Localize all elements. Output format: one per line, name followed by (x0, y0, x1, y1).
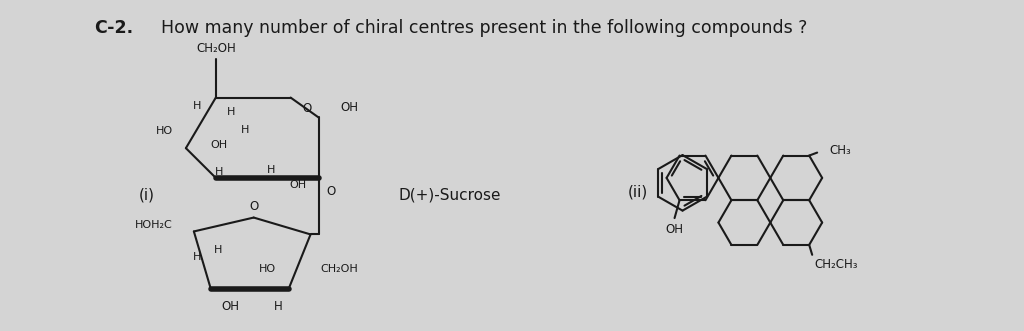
Text: H: H (214, 245, 222, 255)
Text: (i): (i) (139, 187, 155, 202)
Text: H: H (193, 101, 201, 111)
Text: CH₂CH₃: CH₂CH₃ (814, 258, 858, 271)
Text: CH₂OH: CH₂OH (196, 42, 236, 56)
Text: HO: HO (258, 264, 275, 274)
Text: H: H (241, 125, 249, 135)
Text: CH₃: CH₃ (829, 144, 851, 157)
Text: O: O (302, 102, 311, 115)
Text: H: H (274, 300, 283, 313)
Text: OH: OH (340, 101, 358, 114)
Text: (ii): (ii) (628, 184, 647, 199)
Text: OH: OH (211, 140, 228, 150)
Text: H: H (193, 252, 201, 262)
Text: H: H (266, 165, 274, 175)
Text: OH: OH (290, 180, 307, 190)
Text: HO: HO (156, 126, 173, 136)
Text: H: H (215, 167, 223, 177)
Text: OH: OH (222, 300, 240, 313)
Text: O: O (327, 185, 336, 198)
Text: H: H (226, 108, 236, 118)
Text: HOH₂C: HOH₂C (135, 220, 173, 230)
Text: How many number of chiral centres present in the following compounds ?: How many number of chiral centres presen… (161, 19, 807, 37)
Text: CH₂OH: CH₂OH (321, 264, 358, 274)
Text: OH: OH (666, 223, 684, 236)
Text: D(+)-Sucrose: D(+)-Sucrose (399, 187, 502, 202)
Text: C-2.: C-2. (94, 19, 133, 37)
Text: O: O (249, 200, 258, 213)
